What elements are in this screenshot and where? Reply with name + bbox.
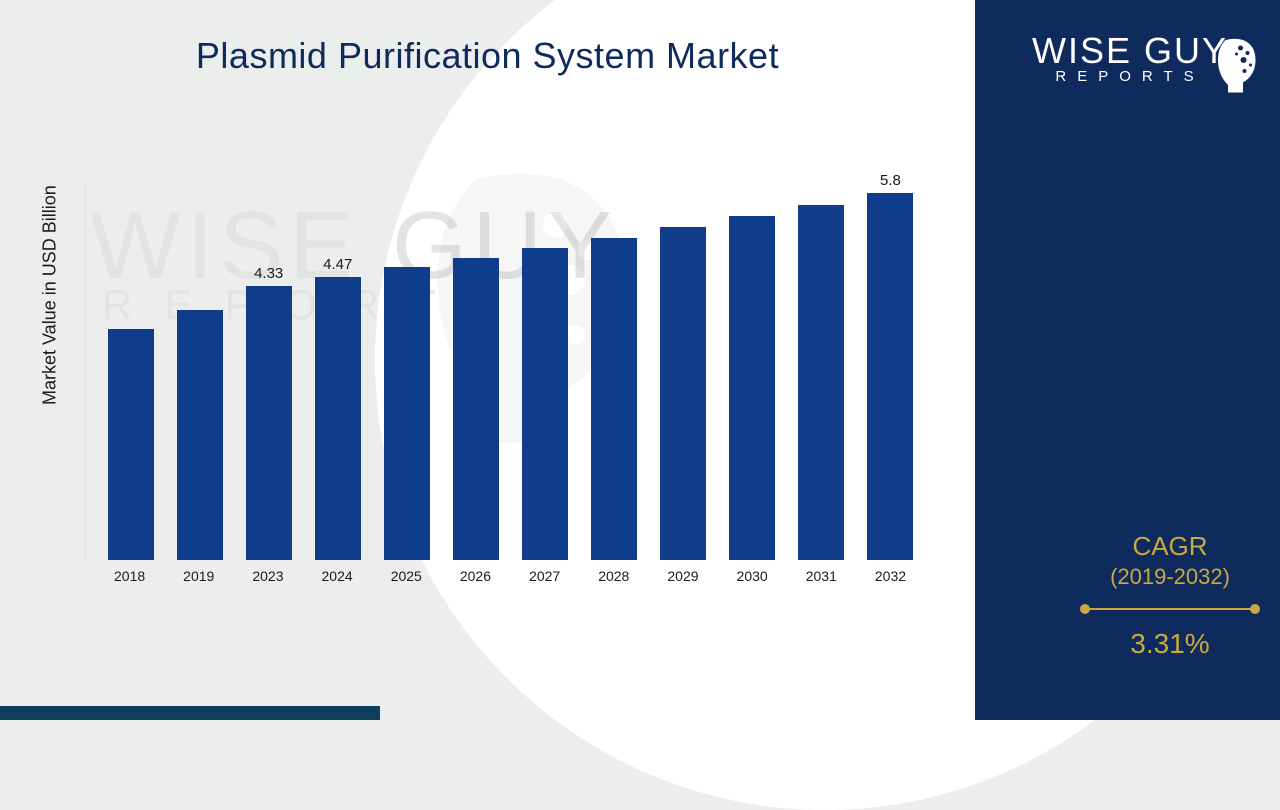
bar-slot (441, 180, 510, 560)
bar (591, 238, 637, 560)
x-tick-label: 2032 (856, 568, 925, 584)
bar-slot (718, 180, 787, 560)
bar-slot (580, 180, 649, 560)
bar-value-label: 4.33 (254, 265, 283, 282)
x-tick-label: 2026 (441, 568, 510, 584)
x-tick-label: 2018 (95, 568, 164, 584)
chart-title: Plasmid Purification System Market (0, 35, 975, 77)
bar (729, 216, 775, 560)
x-tick-label: 2025 (372, 568, 441, 584)
x-tick-label: 2027 (510, 568, 579, 584)
cagr-value: 3.31% (1060, 628, 1280, 660)
main-canvas: WISE GUY REPORTS Plasmid Purification Sy… (0, 0, 975, 720)
bar-slot (96, 180, 165, 560)
brand-head-icon (1208, 35, 1263, 95)
bar-slot (165, 180, 234, 560)
x-tick-label: 2019 (164, 568, 233, 584)
bar (798, 205, 844, 560)
cagr-range: (2019-2032) (1060, 564, 1280, 590)
x-tick-label: 2030 (718, 568, 787, 584)
bar (177, 310, 223, 560)
bar (867, 193, 913, 560)
bar (246, 286, 292, 560)
bar (108, 329, 154, 560)
x-tick-label: 2028 (579, 568, 648, 584)
bar-slot (649, 180, 718, 560)
cagr-block: CAGR (2019-2032) 3.31% (1060, 531, 1280, 660)
bar (315, 277, 361, 560)
bar (522, 248, 568, 560)
x-tick-label: 2024 (303, 568, 372, 584)
bar-slot: 4.33 (234, 180, 303, 560)
bar-slot (510, 180, 579, 560)
bar (660, 227, 706, 560)
bar (384, 267, 430, 560)
y-axis-label: Market Value in USD Billion (40, 385, 61, 405)
bar-value-label: 4.47 (323, 256, 352, 273)
x-tick-label: 2029 (648, 568, 717, 584)
brand-logo: WISE GUY REPORTS (1005, 30, 1255, 85)
chart-container: Market Value in USD Billion 4.334.475.8 … (45, 180, 945, 610)
cagr-divider (1085, 608, 1255, 610)
bar-slot (787, 180, 856, 560)
x-tick-label: 2023 (233, 568, 302, 584)
cagr-title: CAGR (1060, 531, 1280, 562)
bar-slot: 4.47 (303, 180, 372, 560)
bar-value-label: 5.8 (880, 172, 901, 189)
bars-group: 4.33 4.47 5.8 (86, 180, 935, 560)
sidebar-panel: WISE GUY REPORTS CAGR (2019-2032) 3.31% (975, 0, 1280, 720)
plot-area: 4.33 4.47 5.8 (85, 180, 935, 560)
x-tick-label: 2031 (787, 568, 856, 584)
x-axis-labels: 2018201920232024202520262027202820292030… (85, 568, 935, 584)
bar-slot: 5.8 (856, 180, 925, 560)
footer-accent-bar (0, 706, 380, 720)
bar (453, 258, 499, 560)
bar-slot (372, 180, 441, 560)
